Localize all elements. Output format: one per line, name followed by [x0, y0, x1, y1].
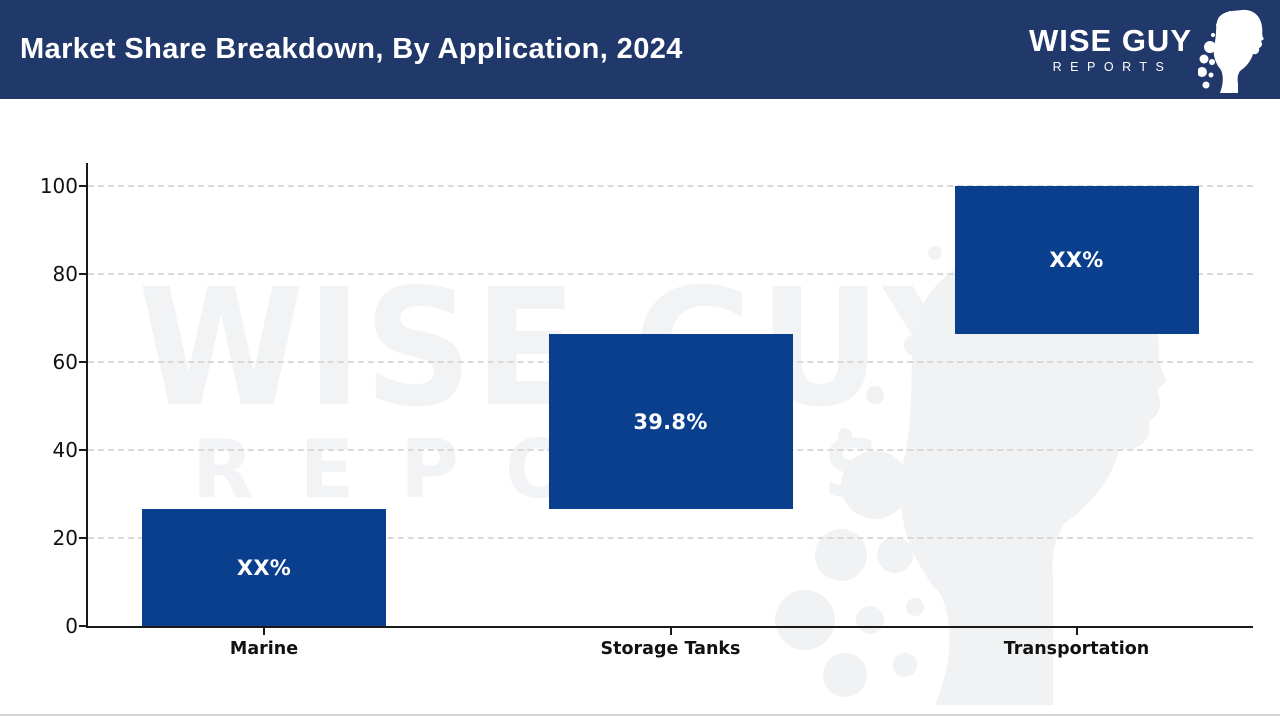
y-tick-label: 80	[52, 261, 78, 286]
brand-logo-reports: REPORTS	[1052, 60, 1173, 75]
gridline	[88, 536, 1253, 539]
y-tick-mark	[79, 360, 88, 363]
bar-value-label: XX%	[236, 555, 292, 580]
gridline	[88, 184, 1253, 187]
brand-logo-wordmark: WISE GUY	[1028, 23, 1192, 59]
y-tick-mark	[79, 536, 88, 539]
x-axis-line	[86, 626, 1253, 628]
bar-segment: 39.8%	[548, 334, 793, 510]
x-tick-mark	[1075, 628, 1078, 635]
y-axis-line	[86, 163, 88, 628]
y-tick-label: 40	[52, 437, 78, 462]
bar-segment: XX%	[954, 185, 1199, 335]
y-tick-mark	[79, 448, 88, 451]
brand-logo-text: WISE GUY REPORTS	[1029, 25, 1192, 74]
x-tick-mark	[669, 628, 672, 635]
brand-logo: WISE GUY REPORTS	[1029, 0, 1266, 99]
y-tick-mark	[79, 625, 88, 627]
header-bar: Market Share Breakdown, By Application, …	[0, 0, 1280, 99]
bar-segment: XX%	[142, 509, 386, 626]
bar-value-label: XX%	[1049, 247, 1104, 272]
y-tick-mark	[79, 272, 88, 275]
bottom-border	[0, 714, 1280, 716]
x-tick-mark	[263, 628, 265, 635]
y-tick-mark	[79, 184, 88, 187]
watermark-head-logo-icon	[775, 231, 1167, 705]
x-category-label: Marine	[229, 639, 299, 659]
y-tick-label: 60	[52, 349, 78, 374]
y-tick-label: 20	[52, 525, 78, 550]
gridline	[88, 272, 1253, 275]
brand-head-logo-icon	[1198, 9, 1264, 93]
y-tick-label: 100	[39, 173, 78, 198]
x-category-label: Transportation	[1003, 639, 1150, 659]
x-category-label: Storage Tanks	[600, 639, 741, 659]
bar-value-label: 39.8%	[633, 409, 708, 434]
page-title: Market Share Breakdown, By Application, …	[20, 33, 683, 65]
y-tick-label: 0	[65, 614, 78, 638]
